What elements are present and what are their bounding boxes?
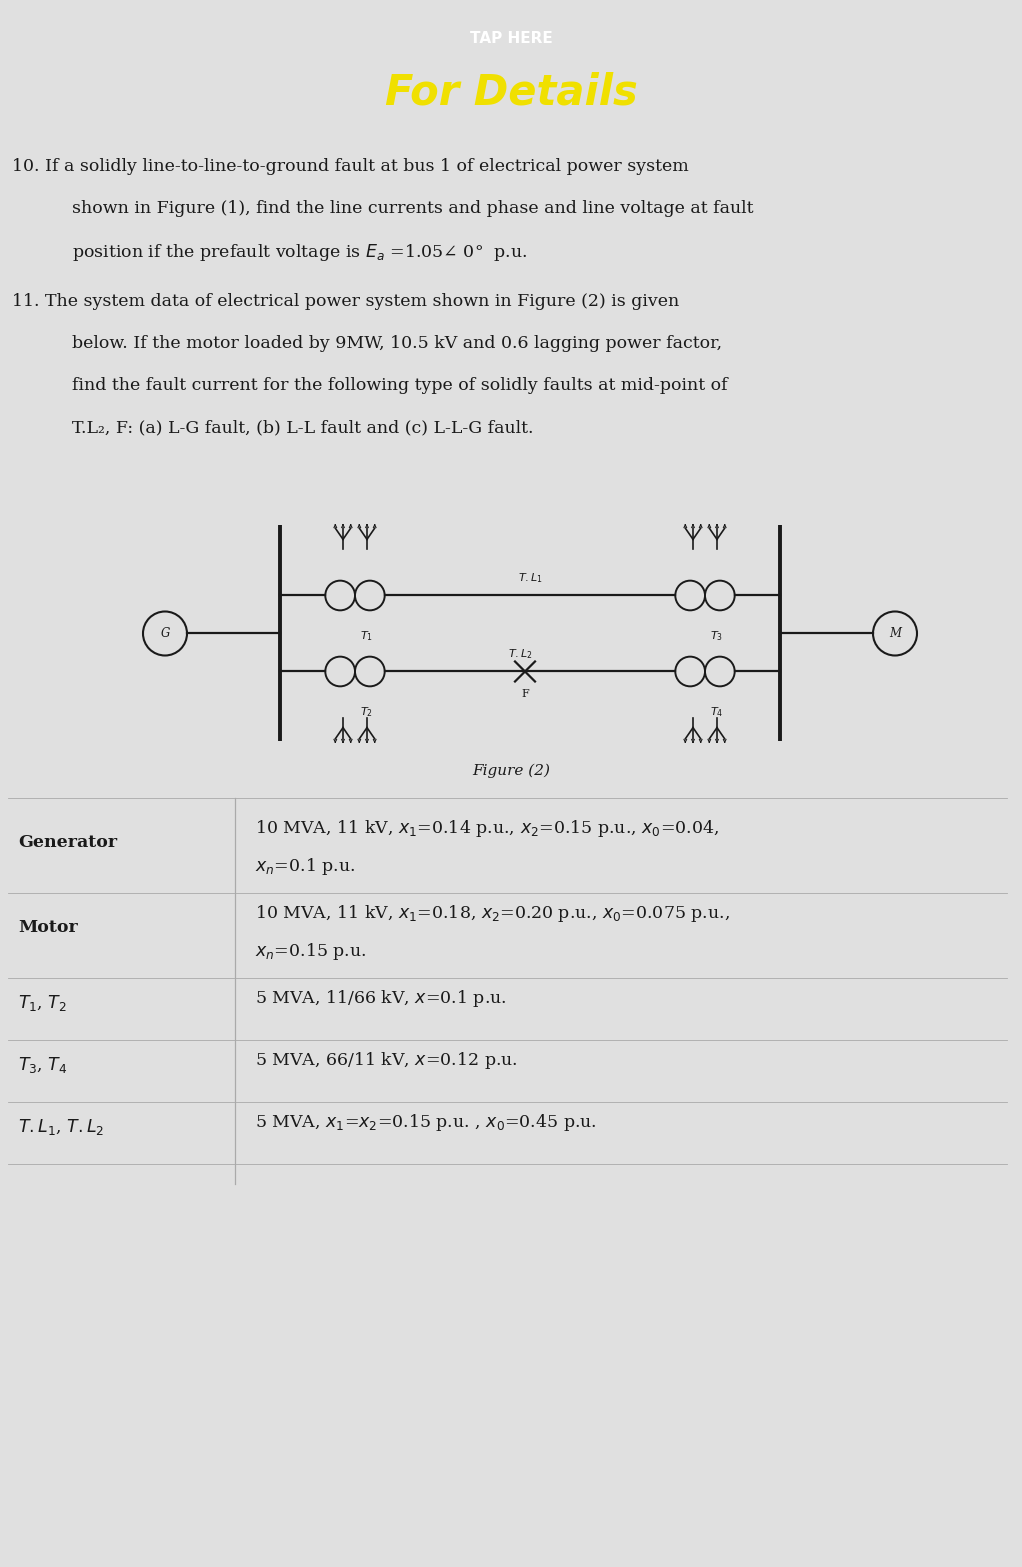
Text: G: G: [160, 627, 170, 639]
Text: Motor: Motor: [18, 918, 78, 935]
Text: $x_n$=0.15 p.u.: $x_n$=0.15 p.u.: [256, 942, 367, 962]
Text: 5 MVA, $x_1$=$x_2$=0.15 p.u. , $x_0$=0.45 p.u.: 5 MVA, $x_1$=$x_2$=0.15 p.u. , $x_0$=0.4…: [256, 1113, 597, 1133]
Text: 10 MVA, 11 kV, $x_1$=0.18, $x_2$=0.20 p.u., $x_0$=0.075 p.u.,: 10 MVA, 11 kV, $x_1$=0.18, $x_2$=0.20 p.…: [256, 904, 730, 925]
Text: $T_3$, $T_4$: $T_3$, $T_4$: [18, 1055, 67, 1075]
Text: $T_2$: $T_2$: [360, 705, 373, 719]
Text: 5 MVA, 11/66 kV, $x$=0.1 p.u.: 5 MVA, 11/66 kV, $x$=0.1 p.u.: [256, 989, 507, 1009]
Text: M: M: [889, 627, 901, 639]
Text: $T_4$: $T_4$: [710, 705, 724, 719]
Text: position if the prefault voltage is $E_a$ =1.05∠ 0°  p.u.: position if the prefault voltage is $E_a…: [50, 243, 527, 263]
Text: $T.L_2$: $T.L_2$: [508, 647, 532, 661]
Text: $x_n$=0.1 p.u.: $x_n$=0.1 p.u.: [256, 857, 356, 878]
Text: $T_3$: $T_3$: [710, 628, 723, 642]
Text: Figure (2): Figure (2): [472, 763, 550, 777]
Text: 10 MVA, 11 kV, $x_1$=0.14 p.u., $x_2$=0.15 p.u., $x_0$=0.04,: 10 MVA, 11 kV, $x_1$=0.14 p.u., $x_2$=0.…: [256, 818, 719, 840]
Text: TAP HERE: TAP HERE: [470, 31, 552, 45]
Text: $T_1$: $T_1$: [360, 628, 373, 642]
Text: 5 MVA, 66/11 kV, $x$=0.12 p.u.: 5 MVA, 66/11 kV, $x$=0.12 p.u.: [256, 1050, 518, 1072]
Text: $T.L_1$: $T.L_1$: [517, 572, 543, 586]
Text: find the fault current for the following type of solidly faults at mid-point of: find the fault current for the following…: [50, 378, 728, 393]
Text: For Details: For Details: [384, 72, 638, 113]
Text: below. If the motor loaded by 9MW, 10.5 kV and 0.6 lagging power factor,: below. If the motor loaded by 9MW, 10.5 …: [50, 335, 723, 353]
Text: 11. The system data of electrical power system shown in Figure (2) is given: 11. The system data of electrical power …: [12, 293, 680, 310]
Text: F: F: [521, 689, 528, 699]
Text: $T_1$, $T_2$: $T_1$, $T_2$: [18, 993, 67, 1014]
Text: Generator: Generator: [18, 834, 118, 851]
Text: T.L₂, F: (a) L-G fault, (b) L-L fault and (c) L-L-G fault.: T.L₂, F: (a) L-G fault, (b) L-L fault an…: [50, 418, 533, 436]
Text: $T.L_1$, $T.L_2$: $T.L_1$, $T.L_2$: [18, 1117, 104, 1138]
Text: shown in Figure (1), find the line currents and phase and line voltage at fault: shown in Figure (1), find the line curre…: [50, 201, 753, 218]
Text: 10. If a solidly line-to-line-to-ground fault at bus 1 of electrical power syste: 10. If a solidly line-to-line-to-ground …: [12, 158, 689, 176]
